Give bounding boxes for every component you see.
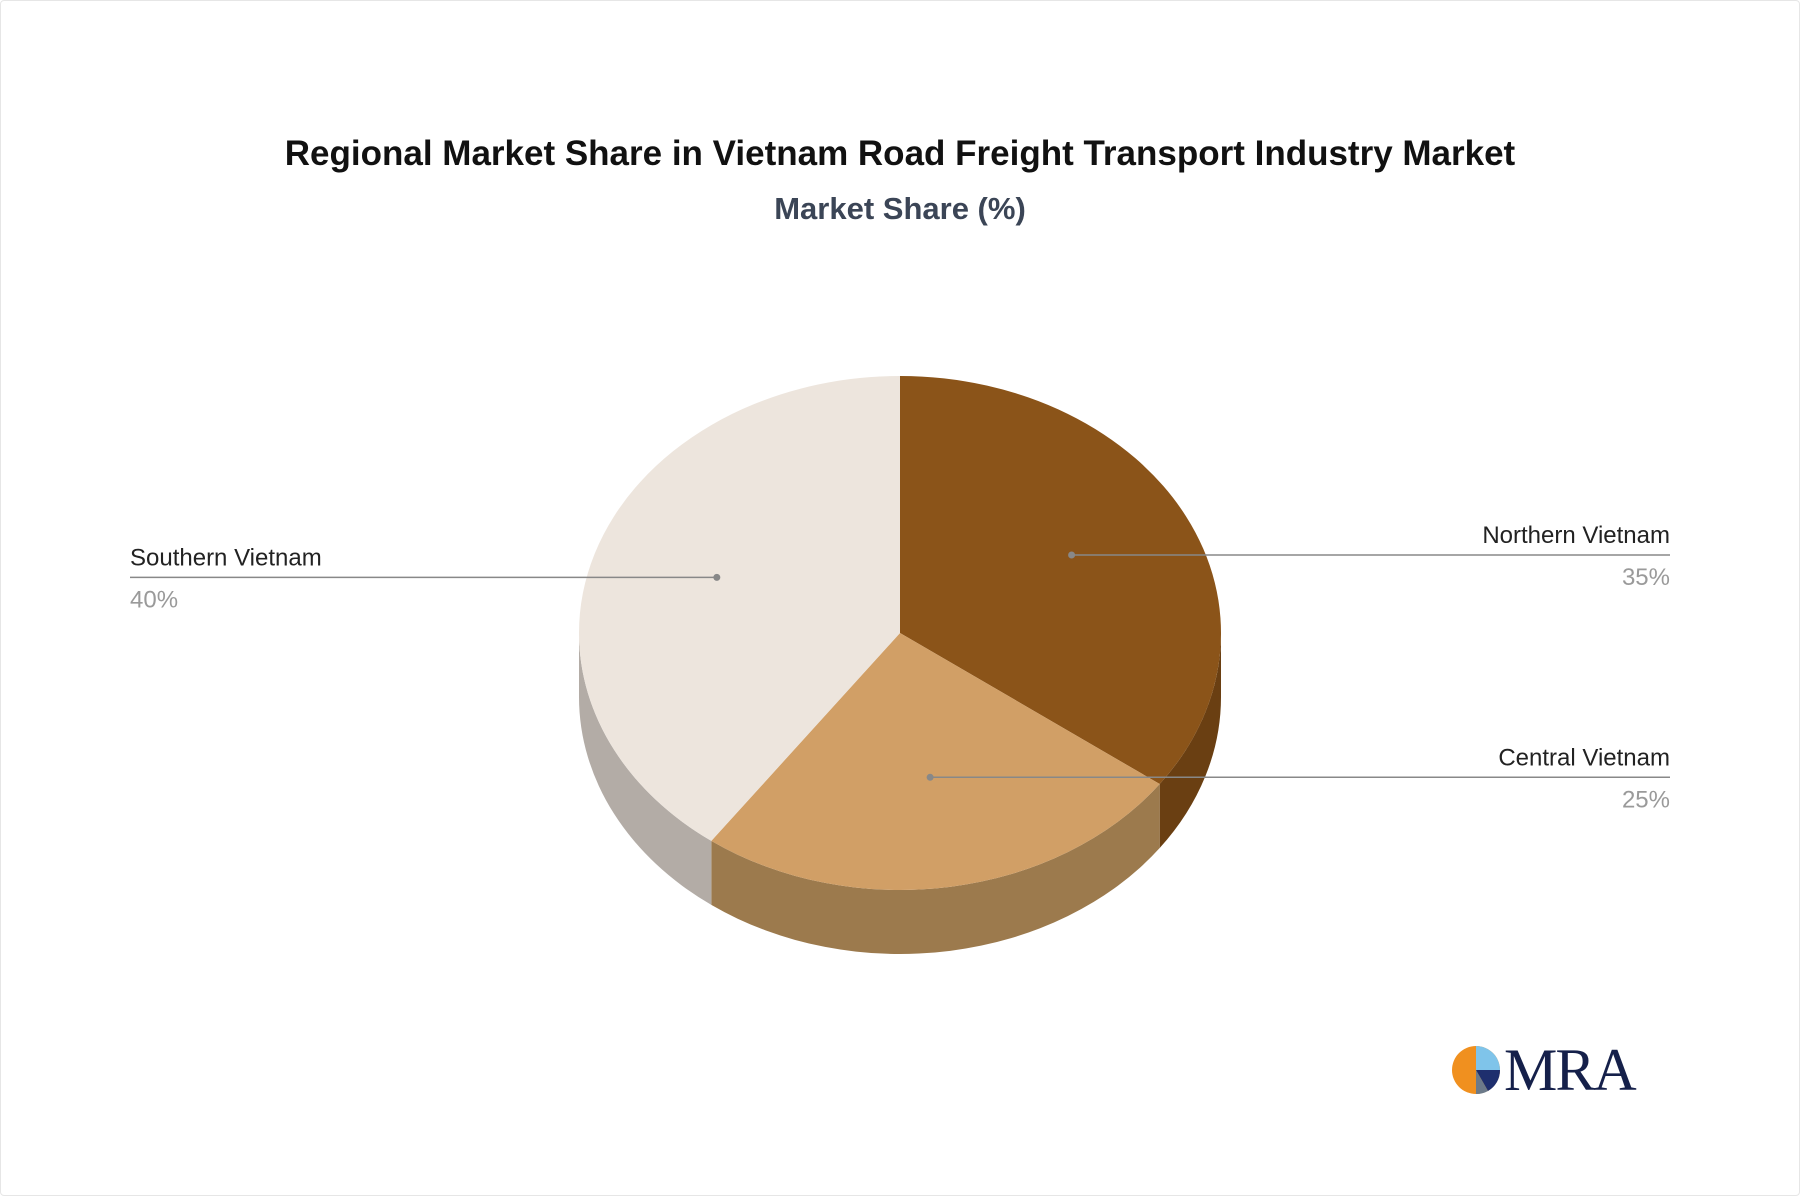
- mra-logo: MRA: [1450, 1037, 1640, 1103]
- pie-side-1: [711, 784, 1160, 954]
- leader-dot-0: [1068, 551, 1076, 559]
- pie-slices: [578, 375, 1221, 890]
- pie-side-0: [1159, 633, 1221, 849]
- pie-side-2: [579, 633, 712, 905]
- slice-label-2: Southern Vietnam: [130, 544, 322, 571]
- mra-logo-icon: [1452, 1046, 1501, 1095]
- pie-slice-2[interactable]: [578, 375, 900, 841]
- pie-sides: [579, 633, 1221, 954]
- mra-logo-text: MRA: [1504, 1037, 1637, 1103]
- pie-labels: Northern Vietnam 35% Central Vietnam 25% Sou…: [130, 522, 1670, 813]
- leader-dot-1: [926, 773, 934, 781]
- slice-value-2: 40%: [130, 586, 178, 613]
- slice-value-0: 35%: [1622, 564, 1670, 591]
- chart-title: Regional Market Share in Vietnam Road Fr…: [284, 134, 1516, 173]
- slice-label-1: Central Vietnam: [1498, 744, 1670, 771]
- slice-label-0: Northern Vietnam: [1482, 522, 1670, 549]
- leader-dot-2: [713, 573, 721, 581]
- pie-slice-1[interactable]: [711, 633, 1160, 890]
- chart-subtitle: Market Share (%): [774, 191, 1026, 226]
- slice-value-1: 25%: [1622, 786, 1670, 813]
- pie-slice-0[interactable]: [900, 376, 1221, 785]
